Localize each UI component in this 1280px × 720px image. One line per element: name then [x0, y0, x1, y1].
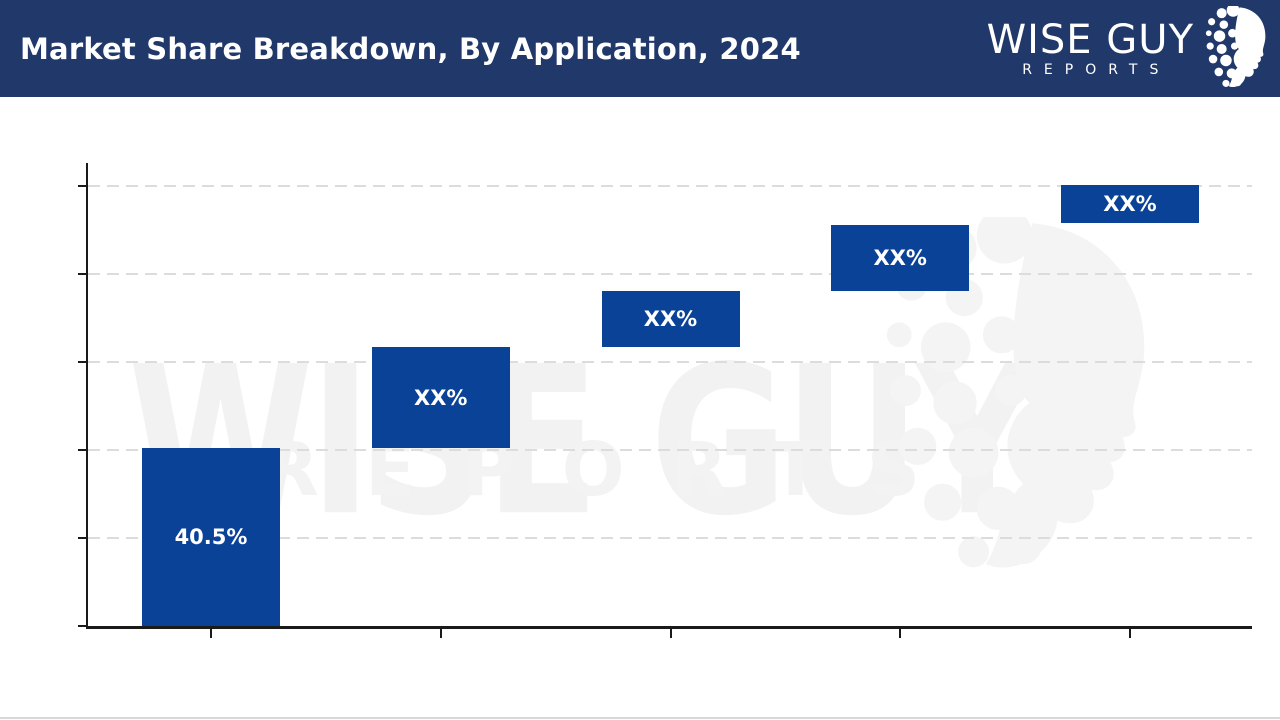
header-band: Market Share Breakdown, By Application, … [0, 0, 1280, 97]
x-tick-mark [899, 629, 902, 638]
x-tick-mark [439, 629, 442, 638]
gridline-60 [88, 361, 1252, 363]
page-title: Market Share Breakdown, By Application, … [20, 31, 801, 66]
gridline-80 [88, 273, 1252, 275]
logo-wordmark: WISE GUY [986, 17, 1194, 63]
y-tick-mark [78, 449, 88, 451]
x-tick-mark [210, 629, 212, 638]
y-tick-mark [78, 273, 88, 275]
x-axis [86, 626, 1252, 629]
y-tick-mark [78, 185, 88, 187]
y-axis [86, 163, 88, 629]
y-tick-mark [78, 537, 88, 539]
bar-aerospace: XX% [601, 291, 740, 348]
y-tick-mark [78, 361, 88, 363]
bar-value-label: XX% [414, 385, 468, 410]
gridline-40 [88, 449, 1252, 451]
wise-guy-reports-logo: WISE GUY REPORTS [987, 5, 1272, 92]
gridline-100 [88, 185, 1252, 187]
bar-medical-devices: XX% [1061, 184, 1199, 224]
logo-face-icon [1205, 5, 1266, 87]
bar-value-label: 40.5% [174, 524, 248, 549]
logo-subtext: REPORTS [1022, 62, 1171, 78]
y-tick-mark [78, 625, 88, 627]
x-tick-mark [1129, 629, 1131, 638]
bar-telecommunications: XX% [831, 225, 970, 292]
logo-text: WISE GUY REPORTS [987, 20, 1194, 77]
x-tick-mark [669, 629, 672, 638]
bar-electronics: 40.5% [142, 447, 280, 626]
bar-automotive: XX% [371, 347, 510, 448]
bar-value-label: XX% [643, 307, 698, 332]
bottom-border [0, 717, 1280, 719]
gridline-20 [88, 537, 1252, 539]
bar-value-label: XX% [1103, 192, 1157, 217]
bar-value-label: XX% [873, 246, 927, 271]
